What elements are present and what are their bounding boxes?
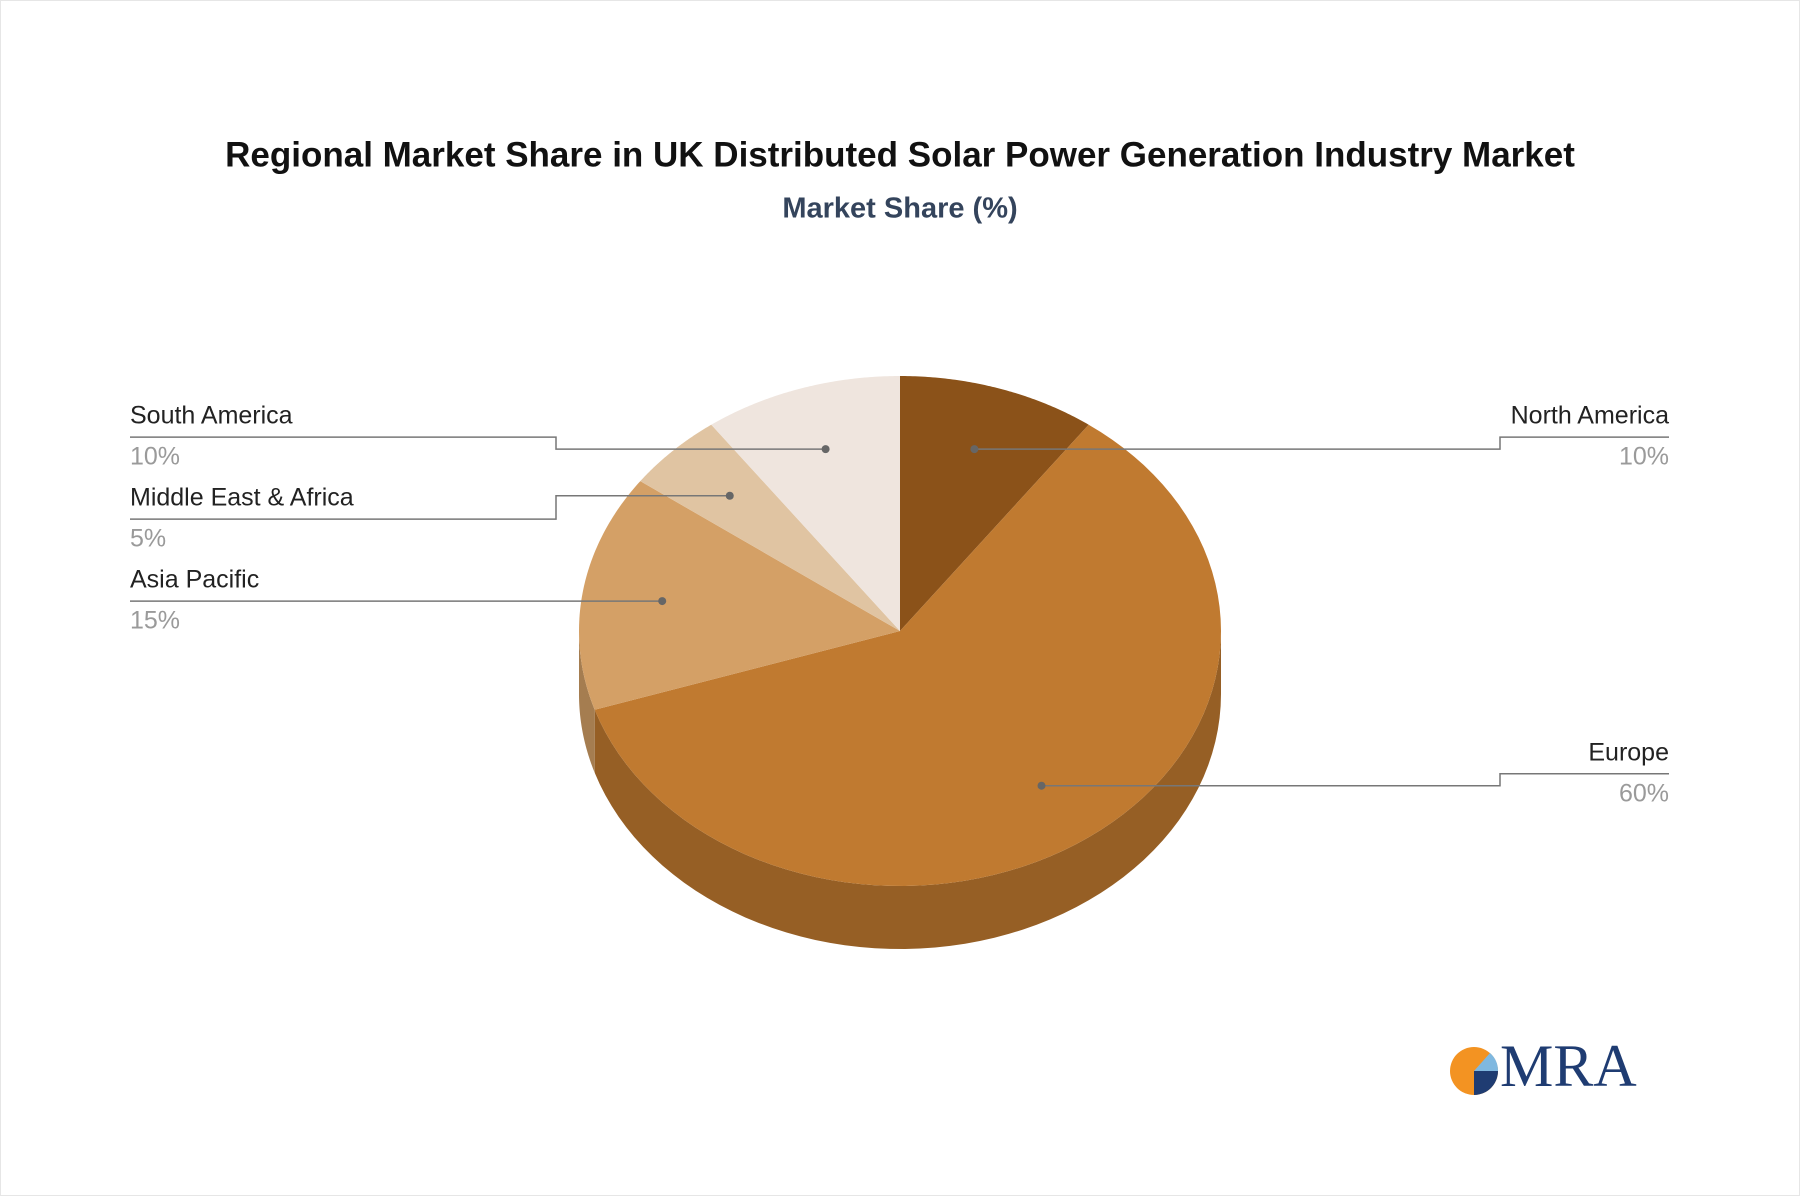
logo-wedge <box>1474 1071 1498 1095</box>
chart-title: Regional Market Share in UK Distributed … <box>225 135 1575 174</box>
slice <box>579 481 900 710</box>
leader-dot <box>970 445 979 454</box>
leader-line <box>1041 772 1669 787</box>
leader-line <box>130 436 826 450</box>
slice <box>640 424 900 631</box>
value-label: 10% <box>130 443 180 471</box>
value-label: 10% <box>1619 443 1669 471</box>
leader-dot <box>658 597 667 606</box>
slice-label: Asia Pacific <box>130 566 259 594</box>
slice-label: South America <box>130 402 293 430</box>
leader-dot <box>821 445 830 454</box>
leader-dot <box>725 491 734 500</box>
leader-line <box>130 495 730 520</box>
slice-side <box>579 631 595 773</box>
value-label: 5% <box>130 525 166 553</box>
value-label: 15% <box>130 607 180 635</box>
slice <box>900 376 1089 631</box>
slice <box>594 424 1221 886</box>
value-label: 60% <box>1619 779 1669 807</box>
slice-label: Europe <box>1588 738 1669 766</box>
chart-subtitle: Market Share (%) <box>782 193 1017 225</box>
logo-text: MRA <box>1500 1033 1637 1099</box>
pie: South America 10% Middle East & Africa 5% As… <box>130 376 1669 949</box>
logo-wedge <box>1474 1053 1499 1071</box>
slice-label: Middle East & Africa <box>130 484 354 512</box>
slice-side <box>594 631 1221 949</box>
slice-label: North America <box>1511 402 1669 430</box>
leader-dot <box>1037 781 1046 790</box>
logo: MRA <box>1450 1033 1637 1099</box>
leader-line <box>974 436 1669 450</box>
slice <box>711 376 900 631</box>
